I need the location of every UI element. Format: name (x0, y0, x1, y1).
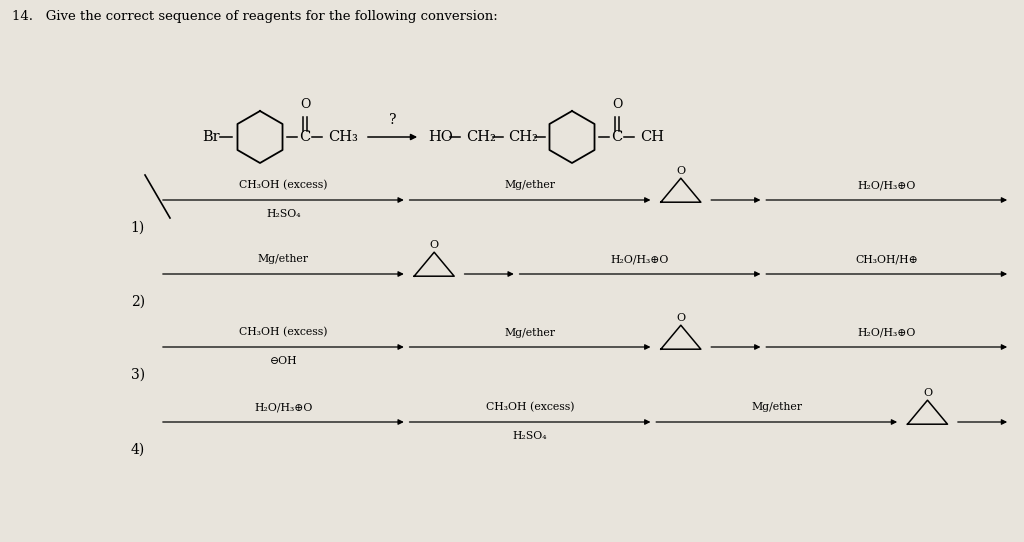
Text: Mg/ether: Mg/ether (752, 403, 802, 412)
Text: H₂O/H₃⊕O: H₂O/H₃⊕O (610, 255, 670, 264)
Text: CH₂: CH₂ (508, 130, 538, 144)
Text: CH₃OH (excess): CH₃OH (excess) (485, 402, 574, 412)
Text: Br: Br (203, 130, 220, 144)
Text: 1): 1) (131, 221, 145, 235)
Text: O: O (611, 98, 623, 111)
Text: CH₃OH (excess): CH₃OH (excess) (239, 327, 328, 338)
Text: C: C (299, 130, 310, 144)
Text: H₂SO₄: H₂SO₄ (266, 209, 301, 219)
Text: CH₃OH/H⊕: CH₃OH/H⊕ (855, 255, 919, 264)
Text: H₂SO₄: H₂SO₄ (513, 431, 547, 441)
Text: 3): 3) (131, 368, 145, 382)
Text: 14.   Give the correct sequence of reagents for the following conversion:: 14. Give the correct sequence of reagent… (12, 10, 498, 23)
Text: HO: HO (428, 130, 453, 144)
Text: ⊖OH: ⊖OH (269, 356, 297, 366)
Text: CH₃: CH₃ (328, 130, 357, 144)
Text: CH: CH (640, 130, 664, 144)
Text: Mg/ether: Mg/ether (505, 180, 555, 190)
Text: Mg/ether: Mg/ether (505, 327, 555, 338)
Text: Mg/ether: Mg/ether (258, 255, 309, 264)
Text: H₂O/H₃⊕O: H₂O/H₃⊕O (857, 327, 915, 338)
Text: O: O (676, 166, 685, 176)
Text: CH₃OH (excess): CH₃OH (excess) (239, 180, 328, 190)
Text: C: C (611, 130, 623, 144)
Text: O: O (300, 98, 310, 111)
Text: 2): 2) (131, 295, 145, 309)
Text: H₂O/H₃⊕O: H₂O/H₃⊕O (254, 403, 312, 412)
Text: O: O (430, 240, 438, 250)
Text: CH₂: CH₂ (466, 130, 496, 144)
Text: O: O (676, 313, 685, 323)
Text: O: O (923, 388, 932, 398)
Text: 4): 4) (131, 443, 145, 457)
Text: H₂O/H₃⊕O: H₂O/H₃⊕O (857, 180, 915, 190)
Text: ?: ? (389, 113, 396, 127)
